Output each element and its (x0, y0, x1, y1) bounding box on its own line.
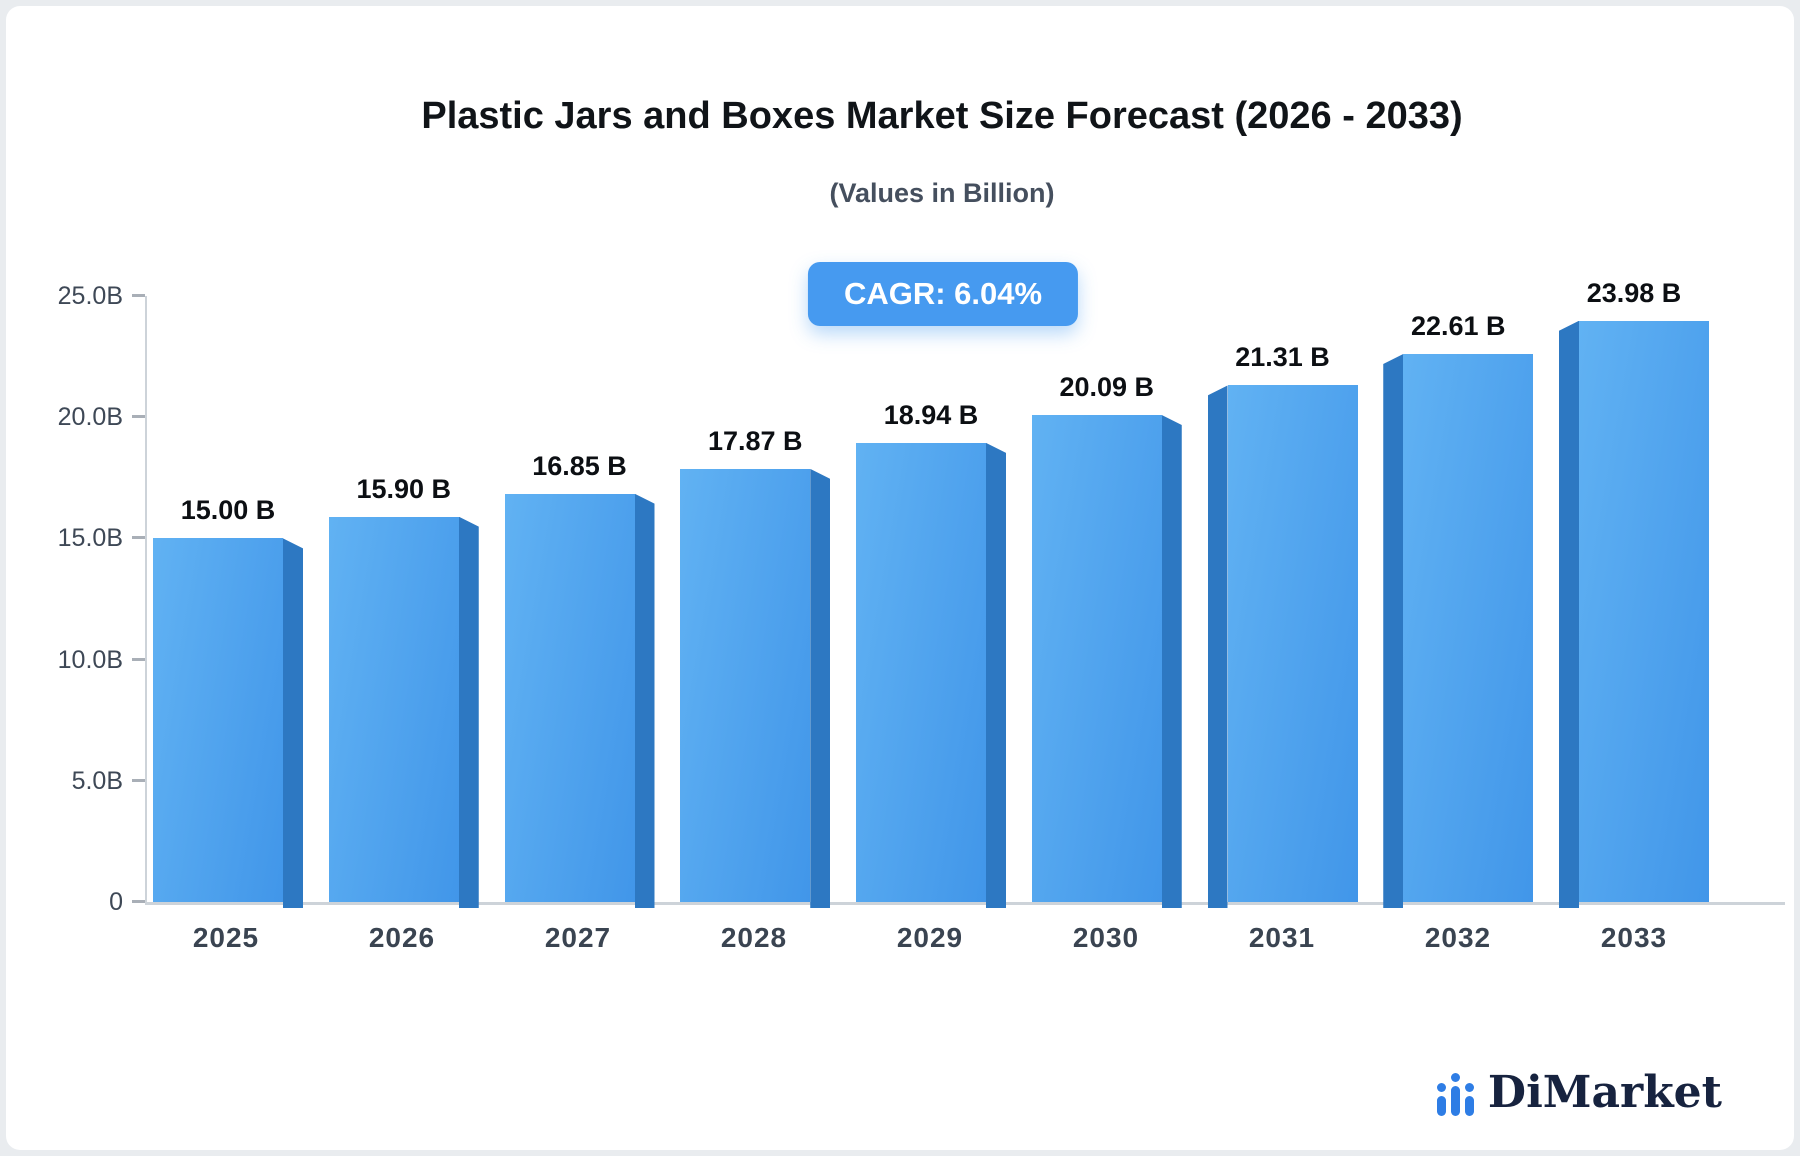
brand-name: DiMarket (1487, 1067, 1722, 1118)
logo-stick (1464, 1095, 1474, 1116)
logo-stick (1450, 1085, 1460, 1116)
x-axis-label: 2032 (1424, 922, 1492, 953)
x-axis-label: 2026 (368, 922, 436, 953)
bar-2028 (680, 468, 831, 908)
bar-value-label: 22.61 B (1410, 310, 1506, 341)
logo-icon-col (1436, 1082, 1446, 1116)
bar-side-face (634, 493, 655, 908)
x-axis-label: 2031 (1248, 922, 1316, 953)
bar-side-face (810, 468, 831, 908)
bar-2032 (1383, 353, 1534, 908)
logo-dot (1464, 1082, 1474, 1092)
bar-group: 20.09 B (1031, 296, 1182, 908)
y-axis-label: 25.0B (57, 282, 123, 310)
chart-subtitle: (Values in Billion) (829, 178, 1055, 208)
bar-group: 16.85 B (504, 296, 655, 908)
logo-dot (1450, 1072, 1460, 1082)
bar-chart-icon (1436, 1070, 1474, 1116)
bar-value-label: 15.00 B (180, 495, 276, 526)
bar-group: 17.87 B (680, 296, 831, 908)
bar-side-face (458, 516, 479, 908)
logo-stick (1436, 1095, 1446, 1116)
y-axis-tick (132, 415, 145, 419)
x-axis: 2025 2026 2027 2028 2029 2030 2031 2032 2033 (145, 922, 1785, 954)
plot-area: 0 5.0B 10.0B 15.0B 20.0B 25.0B 15.00 B 15.90 B 1… (58, 278, 1785, 916)
bar-value-label: 18.94 B (883, 399, 979, 430)
bar-side-face (986, 442, 1006, 908)
bar-group: 18.94 B (856, 296, 1006, 908)
y-axis-tick (132, 294, 145, 297)
bar-2026 (328, 516, 479, 908)
bar-side-face (1383, 353, 1404, 908)
y-axis-label: 0 (109, 888, 123, 916)
x-axis-label: 2028 (720, 922, 788, 953)
bar-2030 (1031, 415, 1182, 908)
x-axis-label: 2025 (192, 922, 260, 953)
cagr-badge: CAGR: 6.04% (807, 262, 1079, 326)
chart-title: Plastic Jars and Boxes Market Size Forec… (421, 95, 1463, 137)
bar-side-face (1559, 320, 1579, 908)
bar-side-face (1161, 415, 1182, 908)
y-axis-tick (132, 536, 145, 540)
bar-value-label: 15.90 B (356, 473, 452, 504)
bar-2029 (856, 442, 1006, 908)
logo-dot (1436, 1082, 1446, 1092)
bar-value-label: 16.85 B (532, 450, 627, 481)
y-axis-tick (132, 900, 145, 903)
bar-2025 (153, 538, 303, 908)
bar-value-label: 23.98 B (1586, 277, 1682, 308)
logo-icon-col (1450, 1072, 1460, 1116)
y-axis-label: 10.0B (57, 645, 123, 674)
brand-logo: DiMarket (1436, 1067, 1722, 1118)
y-axis-label: 5.0B (71, 766, 123, 795)
bar-group: 15.00 B (153, 296, 303, 908)
bar-2031 (1207, 385, 1358, 908)
bar-value-label: 17.87 B (707, 425, 803, 456)
x-axis-label: 2033 (1600, 922, 1668, 953)
bar-group: 15.90 B (328, 296, 479, 908)
y-axis-tick (132, 778, 145, 782)
bar-group: 23.98 B (1559, 278, 1709, 908)
x-axis-label: 2027 (544, 922, 612, 953)
logo-icon-col (1464, 1082, 1474, 1116)
bar-2027 (504, 493, 655, 908)
bar-side-face (1207, 385, 1228, 908)
bar-group: 22.61 B (1383, 296, 1534, 908)
bar-value-label: 21.31 B (1235, 342, 1330, 373)
bar-value-label: 20.09 B (1059, 372, 1155, 403)
bar-group: 21.31 B (1207, 296, 1358, 908)
bar-side-face (283, 538, 303, 908)
x-axis-label: 2029 (896, 922, 964, 953)
y-axis-label: 15.0B (57, 524, 123, 553)
x-axis-label: 2030 (1072, 922, 1140, 953)
y-axis-label: 20.0B (57, 403, 123, 432)
bar-2033 (1559, 320, 1709, 908)
y-axis-tick (132, 657, 145, 661)
